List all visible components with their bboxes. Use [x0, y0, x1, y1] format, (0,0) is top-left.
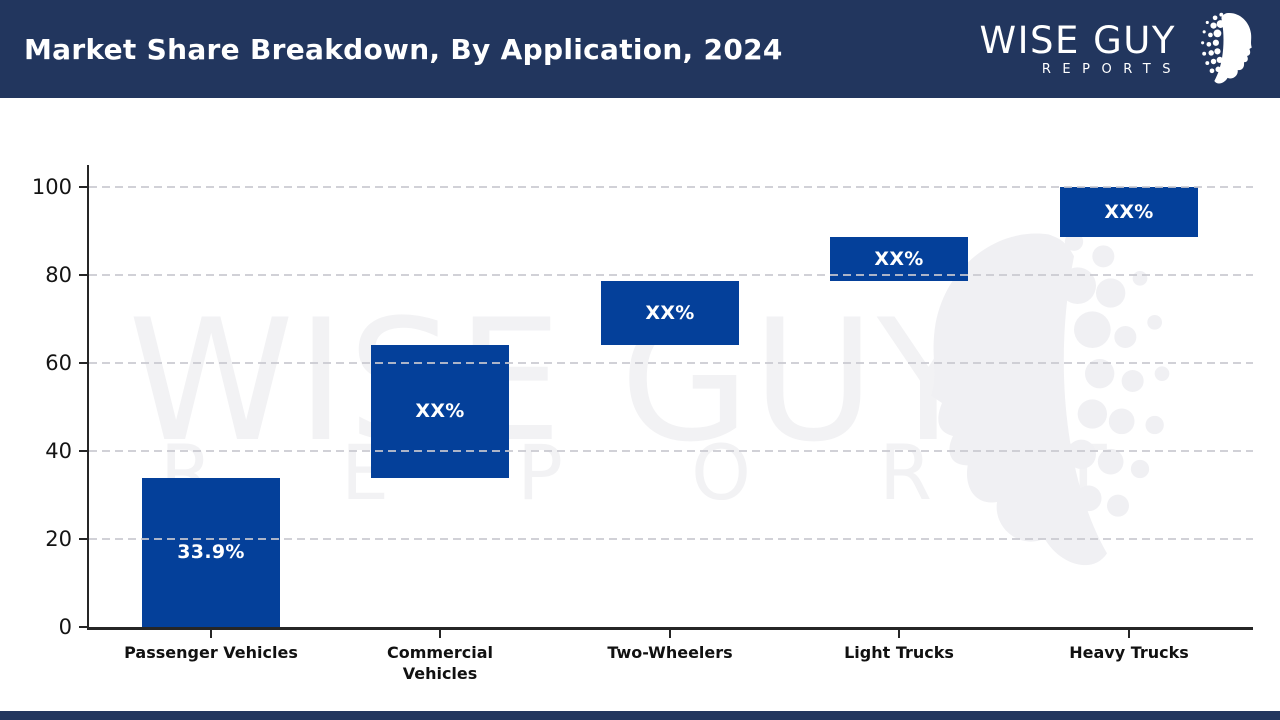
y-tick-label: 100	[31, 175, 72, 199]
gridline	[89, 274, 1253, 276]
x-tick-mark	[669, 629, 671, 638]
x-tick-label: Commercial Vehicles	[386, 643, 494, 683]
brand-name: WISE GUY	[979, 19, 1176, 62]
x-tick-label: Heavy Trucks	[1069, 643, 1189, 662]
y-tick-label: 40	[45, 439, 72, 463]
bar-segment: XX%	[371, 344, 509, 478]
brand-subname: REPORTS	[1041, 62, 1182, 77]
x-tick-mark	[439, 629, 441, 638]
gridline	[89, 362, 1253, 364]
y-tick-mark	[79, 538, 88, 540]
x-tick-mark	[1128, 629, 1130, 638]
bar-value-label: XX%	[645, 302, 695, 325]
bar-value-label: XX%	[1104, 201, 1154, 224]
wise-guy-head-icon	[1201, 12, 1252, 84]
chart-title: Market Share Breakdown, By Application, …	[24, 32, 783, 66]
plot-area: WISE GUY R E P O R T S 02040608010033.9%…	[0, 98, 1280, 711]
x-tick-label: Light Trucks	[844, 643, 954, 662]
watermark-subword: R E P O R T S	[160, 428, 1159, 606]
x-axis	[87, 627, 1253, 630]
y-tick-label: 80	[45, 263, 72, 287]
bar-value-label: XX%	[874, 248, 924, 271]
y-tick-label: 20	[45, 527, 72, 551]
y-tick-mark	[79, 274, 88, 276]
bar-value-label: 33.9%	[177, 541, 245, 564]
bar-segment: 33.9%	[142, 477, 280, 627]
gridline	[89, 186, 1253, 188]
brand-logo-text: WISE GUY REPORTS	[980, 22, 1176, 76]
y-axis	[87, 165, 89, 629]
brand-logo: WISE GUY REPORTS	[980, 10, 1256, 88]
y-tick-mark	[79, 186, 88, 188]
x-tick-label: Two-Wheelers	[607, 643, 733, 662]
bar-segment: XX%	[1060, 187, 1198, 238]
header-band: Market Share Breakdown, By Application, …	[0, 0, 1280, 98]
bar-value-label: XX%	[415, 400, 465, 423]
x-tick-mark	[898, 629, 900, 638]
gridline	[89, 538, 1253, 540]
gridline	[89, 450, 1253, 452]
y-tick-label: 0	[58, 615, 72, 639]
y-tick-label: 60	[45, 351, 72, 375]
bar-segment: XX%	[601, 281, 739, 345]
footer-band	[0, 711, 1280, 720]
x-tick-mark	[210, 629, 212, 638]
y-tick-mark	[79, 626, 88, 628]
x-tick-label: Passenger Vehicles	[124, 643, 298, 662]
y-tick-mark	[79, 362, 88, 364]
y-tick-mark	[79, 450, 88, 452]
